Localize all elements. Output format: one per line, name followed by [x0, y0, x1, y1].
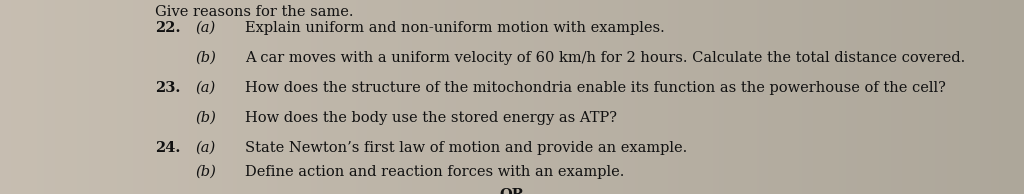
- Text: (a): (a): [195, 21, 215, 35]
- Text: Define action and reaction forces with an example.: Define action and reaction forces with a…: [245, 165, 625, 179]
- Text: (a): (a): [195, 141, 215, 155]
- Text: (b): (b): [195, 111, 216, 125]
- Text: 24.: 24.: [155, 141, 180, 155]
- Text: How does the structure of the mitochondria enable its function as the powerhouse: How does the structure of the mitochondr…: [245, 81, 946, 95]
- Text: (b): (b): [195, 165, 216, 179]
- Text: 23.: 23.: [155, 81, 180, 95]
- Text: State Newton’s first law of motion and provide an example.: State Newton’s first law of motion and p…: [245, 141, 687, 155]
- Text: (a): (a): [195, 81, 215, 95]
- Text: How does the body use the stored energy as ATP?: How does the body use the stored energy …: [245, 111, 617, 125]
- Text: A car moves with a uniform velocity of 60 km/h for 2 hours. Calculate the total : A car moves with a uniform velocity of 6…: [245, 51, 966, 65]
- Text: Give reasons for the same.: Give reasons for the same.: [155, 5, 353, 19]
- Text: Explain uniform and non-uniform motion with examples.: Explain uniform and non-uniform motion w…: [245, 21, 665, 35]
- Text: 22.: 22.: [155, 21, 180, 35]
- Text: (b): (b): [195, 51, 216, 65]
- Text: OR: OR: [500, 188, 524, 194]
